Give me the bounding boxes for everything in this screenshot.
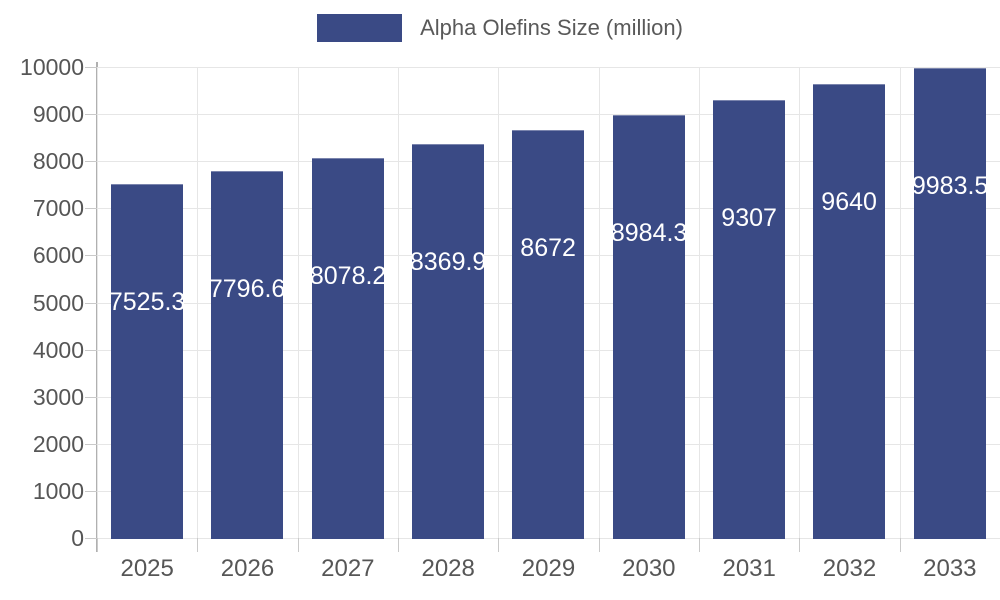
x-axis-tick-label: 2033 bbox=[923, 555, 977, 582]
bar-value-label: 9983.5 bbox=[911, 172, 989, 200]
x-axis-tick-label: 2032 bbox=[822, 555, 877, 582]
x-axis-tick-label: 2030 bbox=[622, 555, 676, 582]
y-axis-tick-mark bbox=[85, 491, 97, 492]
x-axis-tick-label: 2029 bbox=[521, 555, 576, 582]
legend-entry-alpha-olefins[interactable]: Alpha Olefins Size (million) bbox=[317, 14, 683, 42]
bar-value-label: 7525.3 bbox=[108, 288, 186, 316]
bar[interactable] bbox=[512, 130, 584, 539]
gridline-horizontal bbox=[97, 67, 1000, 68]
bar-value-label: 8078.2 bbox=[309, 262, 387, 290]
bar-value-label: 8369.9 bbox=[409, 248, 487, 276]
bar[interactable] bbox=[713, 100, 785, 539]
y-axis-tick-label: 6000 bbox=[32, 242, 84, 268]
x-axis-tick-mark bbox=[699, 538, 700, 552]
gridline-vertical bbox=[498, 67, 499, 538]
y-axis-tick-label: 7000 bbox=[32, 195, 84, 221]
y-axis-tick-mark bbox=[85, 208, 97, 209]
bar-value-label: 9307 bbox=[721, 204, 777, 232]
y-axis-tick-mark bbox=[85, 538, 97, 539]
gridline-vertical bbox=[699, 67, 700, 538]
y-axis-tick-mark bbox=[85, 350, 97, 351]
gridline-vertical bbox=[900, 67, 901, 538]
y-axis-tick-mark bbox=[85, 397, 97, 398]
y-axis-tick-mark bbox=[85, 255, 97, 256]
bar[interactable] bbox=[914, 68, 986, 539]
x-axis-tick-mark bbox=[599, 538, 600, 552]
x-axis-tick-mark bbox=[197, 538, 198, 552]
bar-value-label: 7796.6 bbox=[208, 275, 286, 303]
bar[interactable] bbox=[211, 171, 283, 539]
gridline-vertical bbox=[97, 67, 98, 538]
y-axis-tick-mark bbox=[85, 444, 97, 445]
y-axis-tick-mark bbox=[85, 161, 97, 162]
gridline-vertical bbox=[197, 67, 198, 538]
bar-value-label: 8984.3 bbox=[610, 219, 688, 247]
gridline-vertical bbox=[298, 67, 299, 538]
x-axis-tick-label: 2031 bbox=[722, 555, 776, 582]
y-axis-tick-label: 10000 bbox=[20, 54, 84, 80]
y-axis-tick-mark bbox=[85, 114, 97, 115]
bar[interactable] bbox=[813, 84, 885, 539]
bar[interactable] bbox=[613, 115, 685, 539]
bar[interactable] bbox=[111, 184, 183, 539]
y-axis-tick-label: 5000 bbox=[32, 290, 84, 316]
chart-legend: Alpha Olefins Size (million) bbox=[0, 0, 1000, 56]
x-axis-tick-mark bbox=[498, 538, 499, 552]
x-axis-tick-label: 2026 bbox=[220, 555, 275, 582]
y-axis-tick-label: 0 bbox=[71, 525, 84, 551]
y-axis-tick-label: 4000 bbox=[32, 337, 84, 363]
gridline-horizontal bbox=[97, 114, 1000, 115]
y-axis-tick-label: 8000 bbox=[32, 148, 84, 174]
x-axis-tick-mark bbox=[900, 538, 901, 552]
bar[interactable] bbox=[312, 158, 384, 539]
legend-color-swatch-icon bbox=[317, 14, 403, 42]
bar[interactable] bbox=[412, 144, 484, 539]
x-axis-tick-mark bbox=[398, 538, 399, 552]
plot-area: 7525.3 7796.6 8078.2 8369.9 8672 8984.3 9307 96… bbox=[85, 67, 1000, 552]
x-axis-tick-mark bbox=[298, 538, 299, 552]
gridline-vertical bbox=[398, 67, 399, 538]
x-axis-tick-label: 2025 bbox=[120, 555, 174, 582]
y-axis-tick-label: 3000 bbox=[32, 384, 84, 410]
y-axis-tick-mark bbox=[85, 67, 97, 68]
y-axis-tick-labels: 0 1000 2000 3000 4000 5000 6000 7000 8000 9000 100… bbox=[0, 0, 84, 600]
x-axis-tick-label: 2027 bbox=[321, 555, 375, 582]
x-axis-tick-mark bbox=[799, 538, 800, 552]
y-axis-tick-label: 9000 bbox=[32, 101, 84, 127]
gridline-vertical bbox=[799, 67, 800, 538]
y-axis-tick-label: 1000 bbox=[32, 478, 84, 504]
x-axis-tick-label: 2028 bbox=[421, 555, 475, 582]
y-axis-tick-label: 2000 bbox=[32, 431, 84, 457]
legend-label: Alpha Olefins Size (million) bbox=[420, 15, 683, 40]
bar-value-label: 9640 bbox=[821, 188, 877, 216]
bar-value-label: 8672 bbox=[520, 234, 576, 262]
gridline-vertical bbox=[599, 67, 600, 538]
y-axis-tick-mark bbox=[85, 303, 97, 304]
x-axis-tick-mark bbox=[97, 538, 98, 552]
